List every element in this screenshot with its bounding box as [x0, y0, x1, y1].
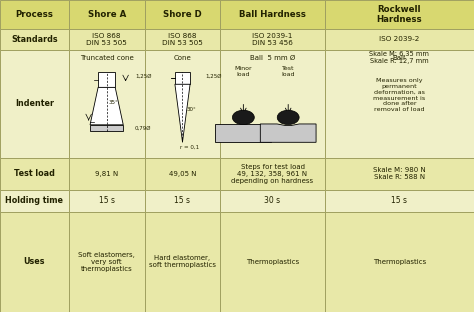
- Bar: [69, 190, 145, 212]
- Bar: [325, 29, 474, 50]
- Text: Ball  5 mm Ø: Ball 5 mm Ø: [250, 55, 295, 61]
- Bar: [69, 212, 145, 312]
- Text: 1,25Ø: 1,25Ø: [205, 74, 222, 79]
- Text: 0,79Ø: 0,79Ø: [135, 125, 152, 130]
- Text: Truncated cone: Truncated cone: [80, 55, 134, 61]
- Bar: [0, 190, 69, 212]
- Bar: [220, 190, 325, 212]
- Bar: [325, 190, 474, 212]
- Bar: [325, 0, 474, 29]
- Text: Shore A: Shore A: [88, 10, 126, 19]
- Text: 30 s: 30 s: [264, 197, 281, 205]
- Text: Holding time: Holding time: [5, 197, 64, 205]
- Bar: [90, 125, 123, 131]
- Text: ISO 868
DIN 53 505: ISO 868 DIN 53 505: [86, 33, 127, 46]
- Bar: [69, 0, 145, 29]
- Circle shape: [277, 110, 299, 124]
- Text: Uses: Uses: [24, 257, 45, 266]
- Text: Shore D: Shore D: [163, 10, 202, 19]
- Text: Cone: Cone: [173, 55, 191, 61]
- Polygon shape: [216, 124, 271, 142]
- Text: Indenter: Indenter: [15, 99, 54, 108]
- Text: Process: Process: [16, 10, 53, 19]
- Text: Minor
load: Minor load: [235, 66, 252, 77]
- Bar: [145, 190, 220, 212]
- Text: Test
load: Test load: [282, 66, 295, 77]
- Text: ISO 2039-2: ISO 2039-2: [379, 36, 419, 42]
- Text: Thermoplastics: Thermoplastics: [246, 259, 299, 265]
- Bar: [145, 0, 220, 29]
- Text: 15 s: 15 s: [174, 197, 191, 205]
- Bar: [325, 50, 474, 158]
- Text: Test load: Test load: [14, 169, 55, 178]
- Bar: [0, 212, 69, 312]
- Bar: [145, 158, 220, 190]
- Text: Skale M: 6,35 mm
Skale R: 12,7 mm: Skale M: 6,35 mm Skale R: 12,7 mm: [369, 51, 429, 64]
- Text: r = 0,1: r = 0,1: [180, 145, 199, 150]
- Bar: [0, 158, 69, 190]
- Text: Ball Hardness: Ball Hardness: [239, 10, 306, 19]
- Bar: [145, 50, 220, 158]
- Text: Measures only
permanent
deformation, as
measurement is
done after
removal of loa: Measures only permanent deformation, as …: [373, 78, 426, 112]
- Text: 30°: 30°: [186, 107, 196, 113]
- Text: 35°: 35°: [109, 100, 119, 105]
- Bar: [0, 0, 69, 29]
- Bar: [325, 212, 474, 312]
- Text: ISO 868
DIN 53 505: ISO 868 DIN 53 505: [162, 33, 203, 46]
- Text: Soft elastomers,
very soft
thermoplastics: Soft elastomers, very soft thermoplastic…: [78, 252, 135, 272]
- Bar: [69, 158, 145, 190]
- Polygon shape: [175, 84, 190, 142]
- Bar: [0, 29, 69, 50]
- Bar: [69, 29, 145, 50]
- Text: ISO 2039-1
DIN 53 456: ISO 2039-1 DIN 53 456: [252, 33, 293, 46]
- Text: Hard elastomer,
soft thermoplastics: Hard elastomer, soft thermoplastics: [149, 255, 216, 268]
- Polygon shape: [90, 87, 123, 125]
- Circle shape: [232, 110, 255, 124]
- Text: 15 s: 15 s: [99, 197, 115, 205]
- Text: Standards: Standards: [11, 35, 58, 44]
- Bar: [145, 29, 220, 50]
- Bar: [325, 158, 474, 190]
- Text: 9,81 N: 9,81 N: [95, 171, 118, 177]
- Bar: [220, 158, 325, 190]
- Bar: [98, 72, 115, 87]
- Text: Thermoplastics: Thermoplastics: [373, 259, 426, 265]
- Text: Ball: Ball: [393, 55, 406, 61]
- Bar: [145, 212, 220, 312]
- Bar: [175, 72, 190, 84]
- Text: Skale M: 980 N
Skale R: 588 N: Skale M: 980 N Skale R: 588 N: [373, 168, 426, 180]
- Bar: [220, 50, 325, 158]
- Polygon shape: [260, 124, 316, 142]
- Bar: [0, 50, 69, 158]
- Text: 49,05 N: 49,05 N: [169, 171, 196, 177]
- Bar: [220, 29, 325, 50]
- Text: 15 s: 15 s: [392, 197, 407, 205]
- Bar: [220, 212, 325, 312]
- Text: 1,25Ø: 1,25Ø: [135, 74, 152, 79]
- Bar: [220, 0, 325, 29]
- Text: Rockwell
Hardness: Rockwell Hardness: [376, 5, 422, 24]
- Bar: [69, 50, 145, 158]
- Text: Steps for test load
49, 132, 358, 961 N
depending on hardness: Steps for test load 49, 132, 358, 961 N …: [231, 164, 314, 184]
